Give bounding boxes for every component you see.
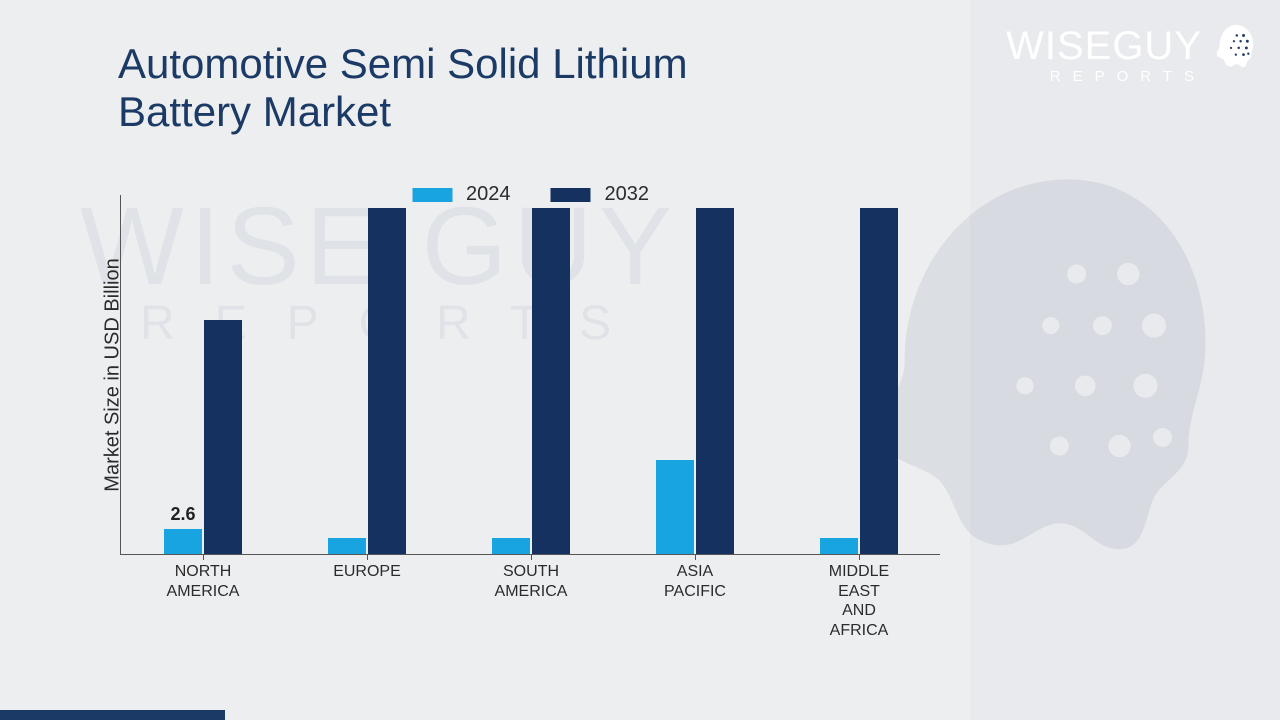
chart: Market Size in USD Billion 2024 2032 2.6… — [70, 175, 950, 655]
bar-group: EUROPE — [328, 553, 406, 554]
legend-label-2024: 2024 — [466, 183, 511, 206]
x-tick — [203, 554, 204, 560]
bar-value-label: 2.6 — [170, 504, 195, 525]
x-tick — [695, 554, 696, 560]
bar-2024 — [328, 538, 366, 554]
footer-accent-bar — [0, 710, 225, 720]
bar-2032 — [532, 208, 570, 555]
x-axis-label: SOUTHAMERICA — [471, 562, 591, 601]
bar-2032 — [204, 320, 242, 554]
bar-2024 — [656, 460, 694, 555]
bar-2024 — [492, 538, 530, 554]
x-tick — [367, 554, 368, 560]
y-axis-label: Market Size in USD Billion — [102, 258, 125, 491]
brand-sub-text: REPORTS — [1006, 68, 1206, 85]
x-axis-label: MIDDLEEASTANDAFRICA — [799, 562, 919, 640]
bar-2032 — [368, 208, 406, 555]
bar-group: SOUTHAMERICA — [492, 553, 570, 554]
brand-main-text: WISEGUY — [1006, 26, 1202, 66]
legend-swatch-2032 — [551, 188, 591, 202]
bar-group: ASIAPACIFIC — [656, 553, 734, 554]
legend-swatch-2024 — [412, 188, 452, 202]
bar-2032 — [860, 208, 898, 555]
chart-title: Automotive Semi Solid Lithium Battery Ma… — [118, 40, 758, 137]
brand-head-icon — [1208, 22, 1256, 70]
legend-item-2032: 2032 — [551, 183, 650, 206]
x-tick — [859, 554, 860, 560]
bar-2032 — [696, 208, 734, 555]
legend: 2024 2032 — [412, 183, 649, 206]
bar-2024 — [820, 538, 858, 554]
x-axis-label: EUROPE — [307, 562, 427, 582]
brand-logo: WISEGUY REPORTS — [1006, 22, 1256, 85]
legend-item-2024: 2024 — [412, 183, 511, 206]
plot-area: Market Size in USD Billion 2024 2032 2.6… — [120, 195, 940, 555]
bar-2024: 2.6 — [164, 529, 202, 554]
x-axis-label: NORTHAMERICA — [143, 562, 263, 601]
bar-group: MIDDLEEASTANDAFRICA — [820, 553, 898, 554]
x-tick — [531, 554, 532, 560]
chart-canvas: WISEGUY REPORTS WISE GUY REPORTS Automot… — [0, 0, 1280, 720]
legend-label-2032: 2032 — [605, 183, 650, 206]
bar-group: 2.6NORTHAMERICA — [164, 553, 242, 554]
x-axis-label: ASIAPACIFIC — [635, 562, 755, 601]
